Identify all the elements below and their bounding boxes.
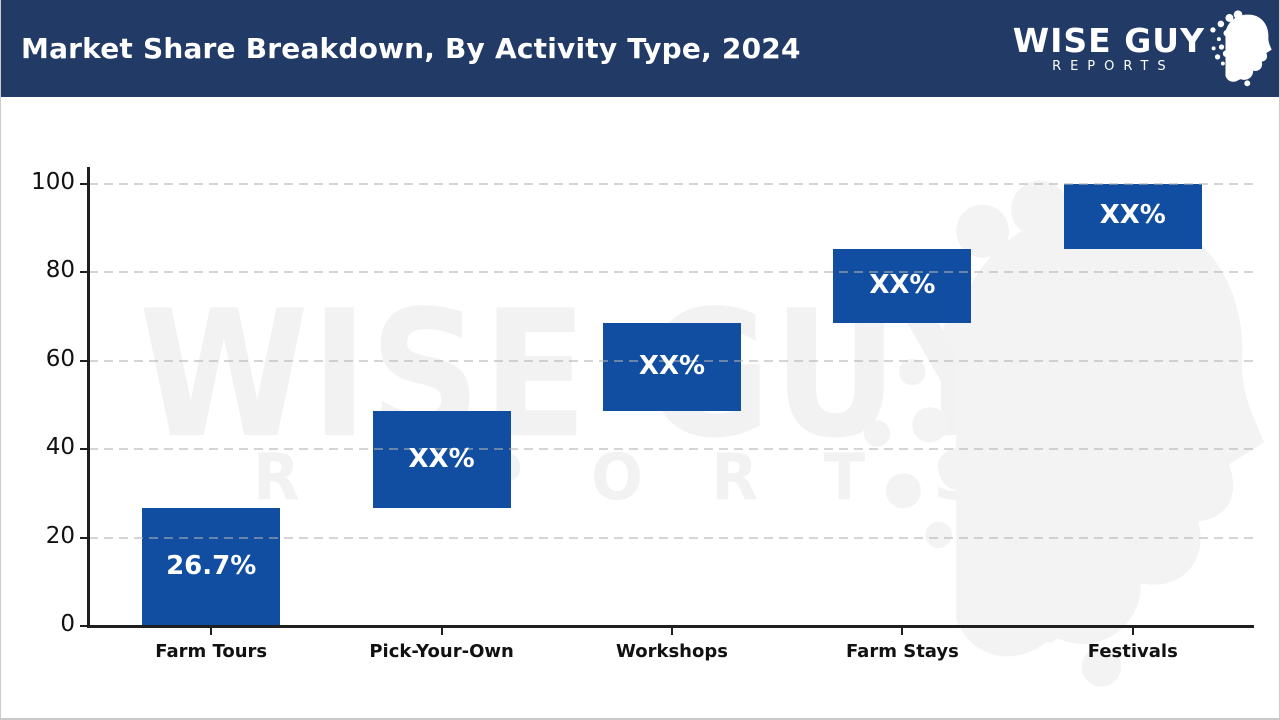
y-tick-mark-80 — [80, 271, 89, 274]
y-axis-line — [87, 167, 90, 628]
x-category-label: Pick-Your-Own — [369, 641, 514, 662]
y-tick-mark-0 — [80, 625, 89, 627]
brand-logo-text: WISE GUY REPORTS — [1013, 24, 1205, 73]
bar-value-label: 26.7% — [166, 550, 257, 581]
brand-logo: WISE GUY REPORTS — [1013, 9, 1279, 89]
y-tick-mark-60 — [80, 359, 89, 362]
x-tick-mark — [901, 627, 904, 635]
x-category-label: Workshops — [616, 641, 728, 662]
y-tick-label-0: 0 — [60, 611, 75, 637]
bar-value-label: XX% — [408, 443, 475, 474]
x-tick-mark — [210, 627, 213, 635]
y-tick-label-80: 80 — [45, 257, 75, 284]
bar-value-label: XX% — [1099, 200, 1166, 231]
x-category-label: Festivals — [1087, 641, 1178, 662]
x-tick-mark — [440, 627, 443, 635]
bar-value-label: XX% — [869, 269, 936, 300]
header-bar: Market Share Breakdown, By Activity Type… — [1, 0, 1279, 97]
y-tick-mark-40 — [80, 448, 89, 451]
bar-farm-tours — [142, 507, 281, 626]
y-tick-mark-100 — [80, 183, 89, 185]
bar-pick-your-own — [372, 411, 511, 508]
gridline-60 — [89, 359, 1254, 362]
brand-logo-line1: WISE GUY — [1012, 21, 1205, 60]
bar-value-label: XX% — [638, 350, 706, 381]
gridline-40 — [89, 448, 1254, 451]
x-category-label: Farm Tours — [155, 641, 268, 662]
y-tick-label-20: 20 — [45, 522, 75, 549]
bar-farm-stays — [833, 248, 972, 323]
gridline-100 — [89, 183, 1254, 185]
y-tick-mark-20 — [80, 536, 89, 539]
bar-festivals — [1063, 184, 1202, 249]
brand-face-dots-icon — [1210, 9, 1272, 86]
y-tick-label-100: 100 — [31, 169, 75, 195]
x-axis-line — [87, 625, 1254, 628]
brand-logo-line2: REPORTS — [1052, 59, 1175, 74]
bar-workshops — [603, 322, 741, 412]
x-tick-mark — [1131, 627, 1134, 635]
x-category-label: Farm Stays — [845, 641, 959, 662]
gridline-20 — [89, 536, 1254, 539]
y-tick-label-60: 60 — [45, 345, 75, 372]
chart-title: Market Share Breakdown, By Activity Type… — [21, 32, 801, 65]
gridline-80 — [89, 271, 1254, 274]
y-tick-label-40: 40 — [45, 434, 75, 461]
x-tick-mark — [671, 627, 673, 635]
